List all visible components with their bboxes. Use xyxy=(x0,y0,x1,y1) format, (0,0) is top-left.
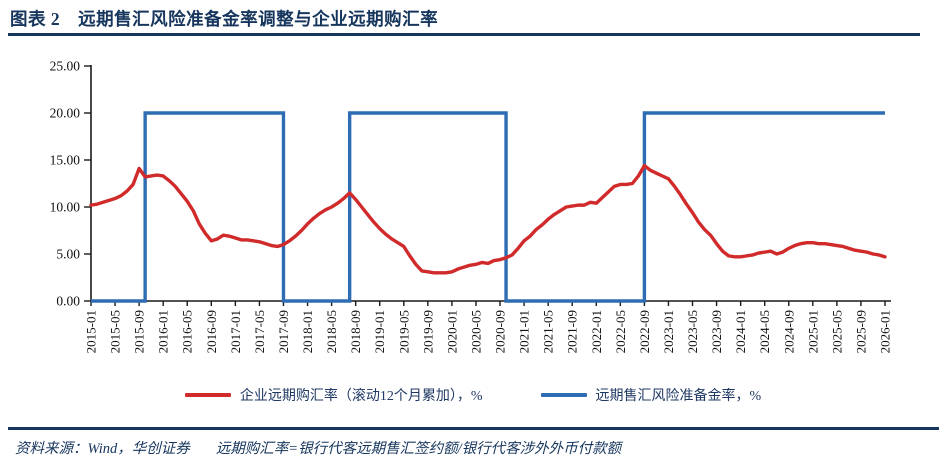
x-tick-label: 2017-05 xyxy=(252,310,267,353)
x-tick-label: 2016-01 xyxy=(156,310,171,353)
x-tick-label: 2024-01 xyxy=(733,310,748,353)
x-tick-label: 2016-05 xyxy=(180,310,195,353)
x-tick-label: 2022-09 xyxy=(637,310,652,353)
title-underline xyxy=(8,33,920,36)
risk-reserve-ratio-line xyxy=(91,111,885,303)
x-tick-label: 2017-09 xyxy=(276,310,291,353)
x-tick-label: 2023-01 xyxy=(661,310,676,353)
x-tick-label: 2015-01 xyxy=(84,310,99,353)
x-tick-label: 2017-01 xyxy=(228,310,243,353)
y-tick-label: 20.00 xyxy=(50,106,81,121)
x-tick-label: 2025-09 xyxy=(853,310,868,353)
legend-label: 企业远期购汇率（滚动12个月累加），% xyxy=(239,389,483,404)
blue-line-swatch xyxy=(540,393,587,397)
x-tick-label: 2018-01 xyxy=(300,310,315,353)
y-tick-label: 15.00 xyxy=(50,153,81,168)
x-tick-label: 2024-05 xyxy=(757,310,772,353)
x-tick-label: 2021-01 xyxy=(517,310,532,353)
x-tick-label: 2025-01 xyxy=(805,310,820,353)
x-tick-label: 2023-05 xyxy=(685,310,700,353)
chart-title: 图表 2 远期售汇风险准备金率调整与企业远期购汇率 xyxy=(10,9,439,29)
x-tick-label: 2023-09 xyxy=(709,310,724,353)
x-tick-label: 2018-09 xyxy=(348,310,363,353)
x-tick-label: 2015-09 xyxy=(132,310,147,353)
data-source: 资料来源：Wind，华创证券 xyxy=(15,441,190,457)
x-tick-label: 2015-05 xyxy=(108,310,123,353)
legend-label: 远期售汇风险准备金率，% xyxy=(595,389,762,404)
y-tick-label: 0.00 xyxy=(56,294,80,309)
x-tick-label: 2020-05 xyxy=(468,310,483,353)
footer-divider xyxy=(8,427,939,430)
legend-item-risk-reserve-ratio: 远期售汇风险准备金率，% xyxy=(540,385,762,405)
x-tick-label: 2019-01 xyxy=(372,310,387,353)
x-tick-label: 2020-01 xyxy=(444,310,459,353)
x-tick-label: 2019-09 xyxy=(420,310,435,353)
source-note: 资料来源：Wind，华创证券 远期购汇率=银行代客远期售汇签约额/银行代客涉外外币… xyxy=(15,437,621,458)
chart-legend: 企业远期购汇率（滚动12个月累加），% 远期售汇风险准备金率，% xyxy=(0,385,946,405)
red-line-swatch xyxy=(184,393,231,397)
x-tick-label: 2021-05 xyxy=(541,310,556,353)
x-tick-label: 2016-09 xyxy=(204,310,219,353)
x-tick-label: 2026-01 xyxy=(878,310,893,353)
y-tick-label: 25.00 xyxy=(50,59,81,74)
forward-purchase-rate-line xyxy=(89,163,887,275)
y-tick-label: 10.00 xyxy=(50,200,81,215)
y-tick-label: 5.00 xyxy=(56,247,80,262)
x-tick-label: 2024-09 xyxy=(781,310,796,353)
x-tick-label: 2025-05 xyxy=(829,310,844,353)
x-tick-label: 2022-05 xyxy=(613,310,628,353)
x-tick-label: 2019-05 xyxy=(396,310,411,353)
x-tick-label: 2018-05 xyxy=(324,310,339,353)
legend-item-forward-purchase-rate: 企业远期购汇率（滚动12个月累加），% xyxy=(184,385,483,405)
x-tick-label: 2022-01 xyxy=(589,310,604,353)
definition-note: 远期购汇率=银行代客远期售汇签约额/银行代客涉外外币付款额 xyxy=(215,441,622,457)
x-tick-label: 2021-09 xyxy=(565,310,580,353)
x-tick-label: 2020-09 xyxy=(493,310,508,353)
